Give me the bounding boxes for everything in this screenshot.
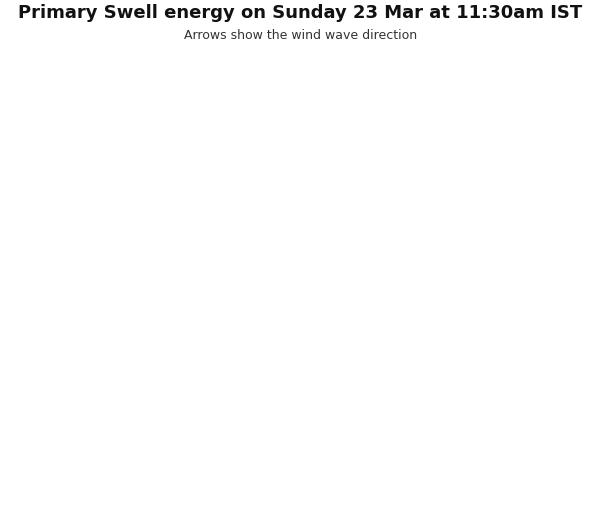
Text: Map (cartopy required): Map (cartopy required) <box>188 269 413 289</box>
Text: Primary Swell energy on Sunday 23 Mar at 11:30am IST: Primary Swell energy on Sunday 23 Mar at… <box>19 4 582 22</box>
Text: Arrows show the wind wave direction: Arrows show the wind wave direction <box>184 30 417 42</box>
